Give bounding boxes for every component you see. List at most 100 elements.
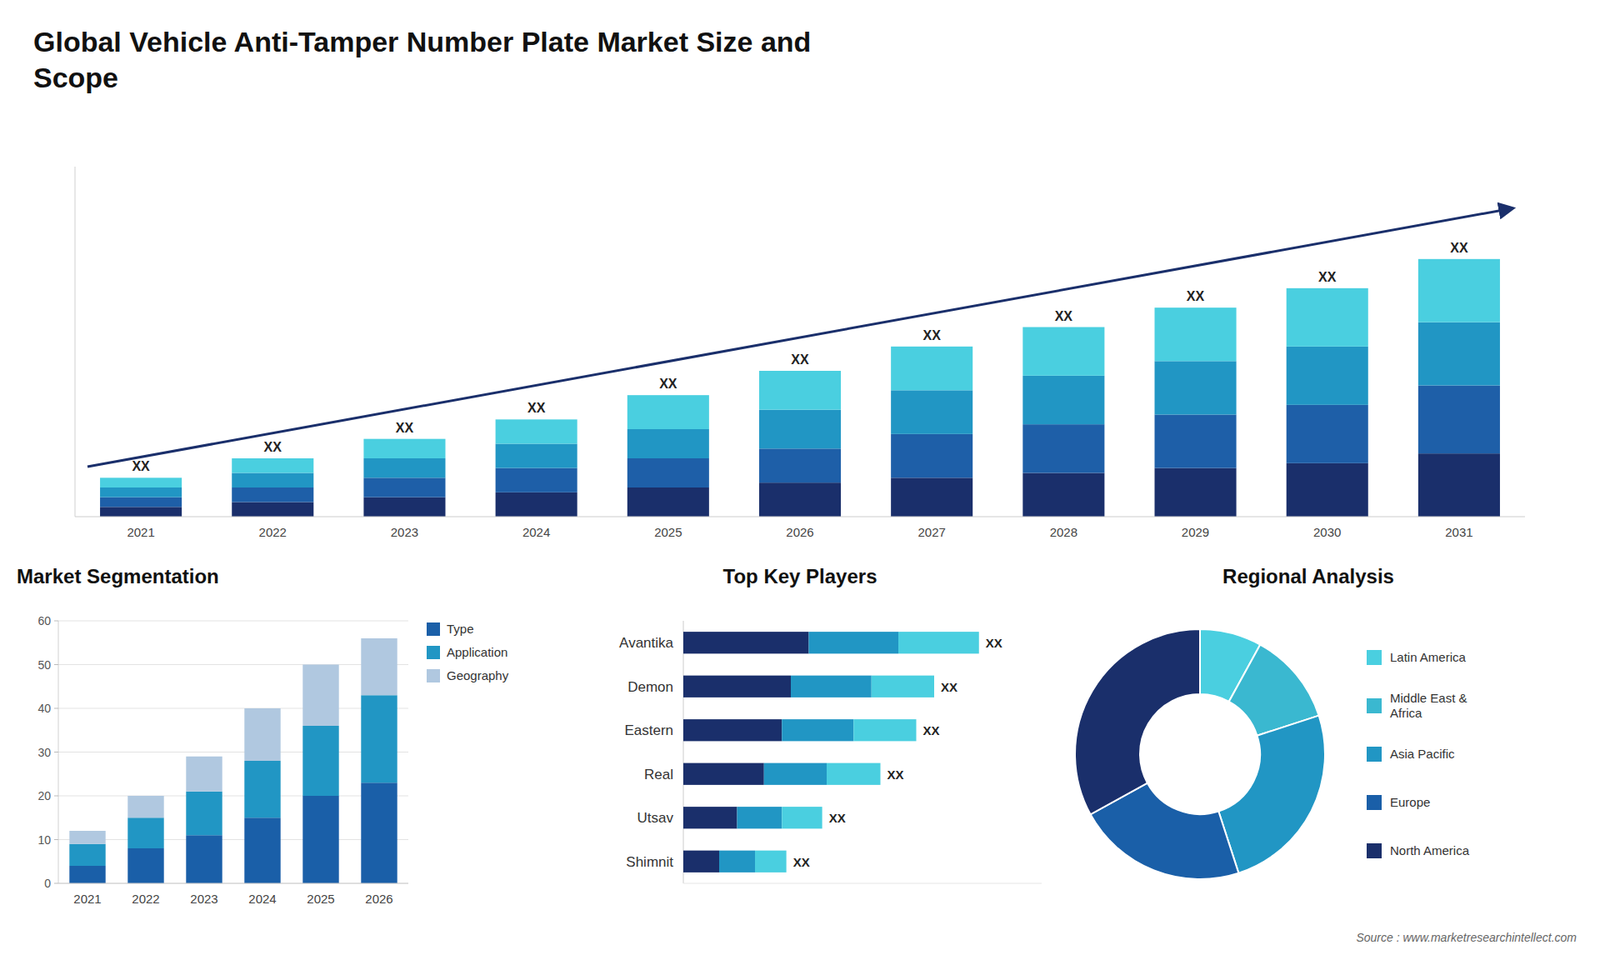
legend-swatch [1366,746,1382,762]
y-tick [54,664,59,665]
y-axis-line [683,620,685,884]
bar-annotation: XX [923,723,940,738]
chart-title: Global Vehicle Anti-Tamper Number Plate … [33,25,811,94]
x-tick-label: 2024 [522,525,550,540]
bar-segment [244,708,280,761]
bar-segment [898,631,980,654]
grid-line [58,751,409,753]
x-tick-label: 2023 [190,891,218,906]
x-axis-line [75,516,1525,518]
y-tick-label: 30 [37,745,51,760]
legend-label: Geography [446,668,510,683]
bar-segment [127,817,164,849]
x-tick-label: 2025 [306,891,335,906]
bar-segment [127,795,164,818]
bar-annotation: XX [985,635,1003,650]
x-tick-label: 2029 [1181,525,1210,540]
bar-segment [627,395,710,430]
bar-segment [363,497,445,517]
bar-annotation: XX [527,400,546,415]
bar-segment [683,631,810,654]
bar-segment [627,487,710,517]
bar-segment [363,439,445,459]
bar-segment [683,675,791,698]
y-axis-line [75,166,76,517]
bar-segment [360,782,397,884]
donut-slice [1218,715,1325,874]
bar-segment [100,506,182,517]
legend-swatch [1366,843,1382,859]
bar-segment [69,844,105,866]
bar-segment [781,719,854,741]
legend-swatch [1366,795,1382,810]
y-tick-label: 10 [37,833,51,847]
x-tick-label: 2026 [785,525,814,540]
text-line: Middle East & [1390,690,1468,705]
y-tick [54,620,59,622]
trend-arrow [87,208,1513,467]
x-tick-label: 2031 [1445,525,1473,540]
legend-label: Middle East &Africa [1390,690,1468,720]
y-tick-label: 20 [37,789,51,803]
bar-segment [69,830,105,845]
bar-segment [231,473,314,489]
bar-segment [363,477,445,497]
bar-segment [1022,424,1105,473]
bar-segment [495,492,578,517]
bar-segment [1155,468,1237,517]
grid-line [58,883,409,885]
x-tick-label: 2030 [1313,525,1341,540]
bar-annotation: XX [829,810,846,825]
bar-marks [100,259,1500,517]
legend-label: North America [1390,843,1470,858]
legend-swatch [1366,650,1382,665]
bar-segment [1286,346,1369,405]
bar-segment [1418,322,1500,386]
bar-segment [231,487,314,503]
legend-label: Asia Pacific [1390,746,1455,761]
bar-segment [495,419,578,444]
x-tick-label: 2024 [248,891,276,906]
legend-label: Type [446,621,475,636]
legend-swatch [426,669,440,683]
bar-segment [737,806,783,829]
bar-segment [890,477,973,517]
bar-segment [1286,405,1369,464]
bar-segment [1418,385,1500,455]
x-axis-line [58,883,409,885]
bar-segment [1155,360,1237,415]
bar-segment [1418,453,1500,517]
bar-marks [683,631,980,873]
source-note: Source : www.marketresearchintellect.com [1355,930,1577,945]
bar-segment [683,763,765,785]
bar-segment [100,497,182,508]
y-tick-label: Avantika [619,635,674,651]
grid-line [58,795,409,797]
bar-segment [853,719,916,741]
bar-segment [1418,259,1500,323]
bar-segment [781,806,822,829]
bar-annotation: XX [1055,309,1074,324]
y-tick-label: Real [644,766,674,783]
y-tick-label: 60 [37,614,51,628]
x-tick-label: 2021 [73,891,101,906]
bar-segment [360,695,397,783]
bar-segment [683,719,782,741]
bar-segment [890,346,973,391]
bar-annotation: XX [659,376,678,391]
bar-segment [1022,375,1105,425]
bar-annotation: XX [923,328,942,343]
bar-segment [1022,327,1105,376]
bar-segment [231,502,314,518]
y-tick [54,883,59,885]
chart-title: Regional Analysis [1222,565,1395,588]
x-tick-label: 2027 [917,525,945,540]
y-tick [54,839,59,840]
donut-chart: Regional AnalysisLatin AmericaMiddle Eas… [1075,565,1577,945]
bar-segment [764,763,827,785]
bar-segment [683,806,738,829]
bar-segment [826,763,881,785]
y-tick [54,795,59,797]
bar-annotation: XX [395,420,415,435]
bar-annotation: XX [1450,240,1469,255]
